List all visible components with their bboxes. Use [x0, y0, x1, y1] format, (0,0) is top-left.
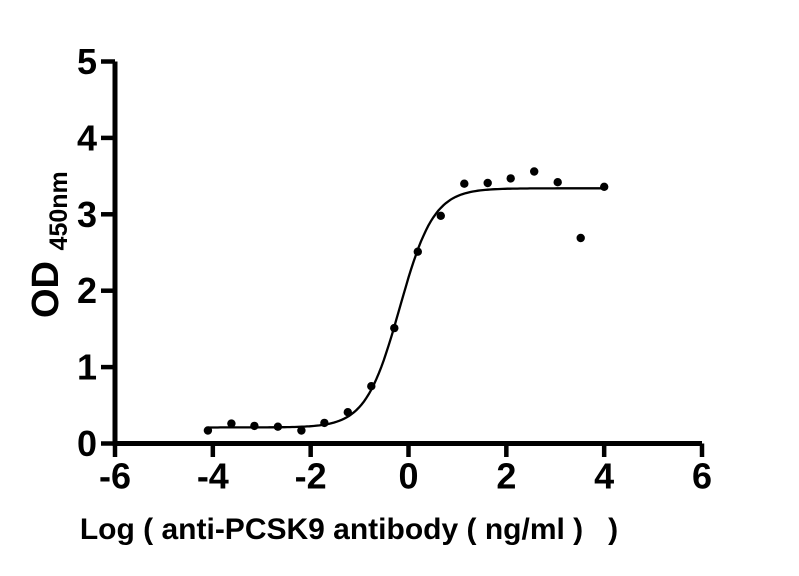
x-axis-tick-labels: -6 -4 -2 0 2 4 6	[99, 456, 712, 497]
axes	[112, 61, 702, 446]
y-axis-title-main: OD	[25, 261, 67, 318]
y-axis-title-sub: 450nm	[45, 171, 73, 250]
data-point	[413, 247, 422, 256]
y-tick-label: 3	[77, 194, 97, 235]
x-tick-label: -2	[295, 456, 327, 497]
data-point	[436, 211, 445, 220]
y-axis-title: OD 450nm	[25, 171, 73, 318]
x-tick-label: 4	[594, 456, 614, 497]
data-point	[483, 178, 492, 188]
data-point	[460, 179, 469, 188]
data-point	[273, 422, 283, 431]
y-axis-tick-labels: 0 1 2 3 4 5	[77, 41, 97, 464]
y-tick-label: 4	[77, 117, 97, 158]
data-point	[227, 419, 236, 428]
data-point	[553, 178, 562, 187]
data-point	[203, 426, 213, 435]
y-tick-label: 5	[77, 41, 97, 82]
data-points	[203, 167, 609, 435]
x-tick-label: 6	[692, 456, 712, 497]
data-point	[343, 408, 352, 417]
data-point	[297, 426, 306, 435]
x-tick-label: -6	[99, 456, 131, 497]
y-axis-ticks	[101, 59, 115, 446]
data-point	[250, 421, 259, 431]
data-point	[390, 323, 399, 333]
fit-curve	[207, 187, 605, 429]
y-tick-label: 2	[77, 270, 97, 311]
data-point	[506, 174, 515, 183]
y-tick-label: 0	[77, 423, 97, 464]
data-point	[530, 167, 539, 176]
y-tick-label: 1	[77, 347, 97, 388]
data-point	[367, 382, 376, 391]
data-point	[320, 418, 329, 428]
x-tick-label: 0	[398, 456, 418, 497]
x-tick-label: -4	[197, 456, 229, 497]
x-tick-label: 2	[496, 456, 516, 497]
x-axis-title: Log ( anti-PCSK9 antibody ( ng/ml ) )	[80, 513, 618, 546]
data-point	[576, 233, 585, 243]
data-point	[600, 182, 609, 191]
